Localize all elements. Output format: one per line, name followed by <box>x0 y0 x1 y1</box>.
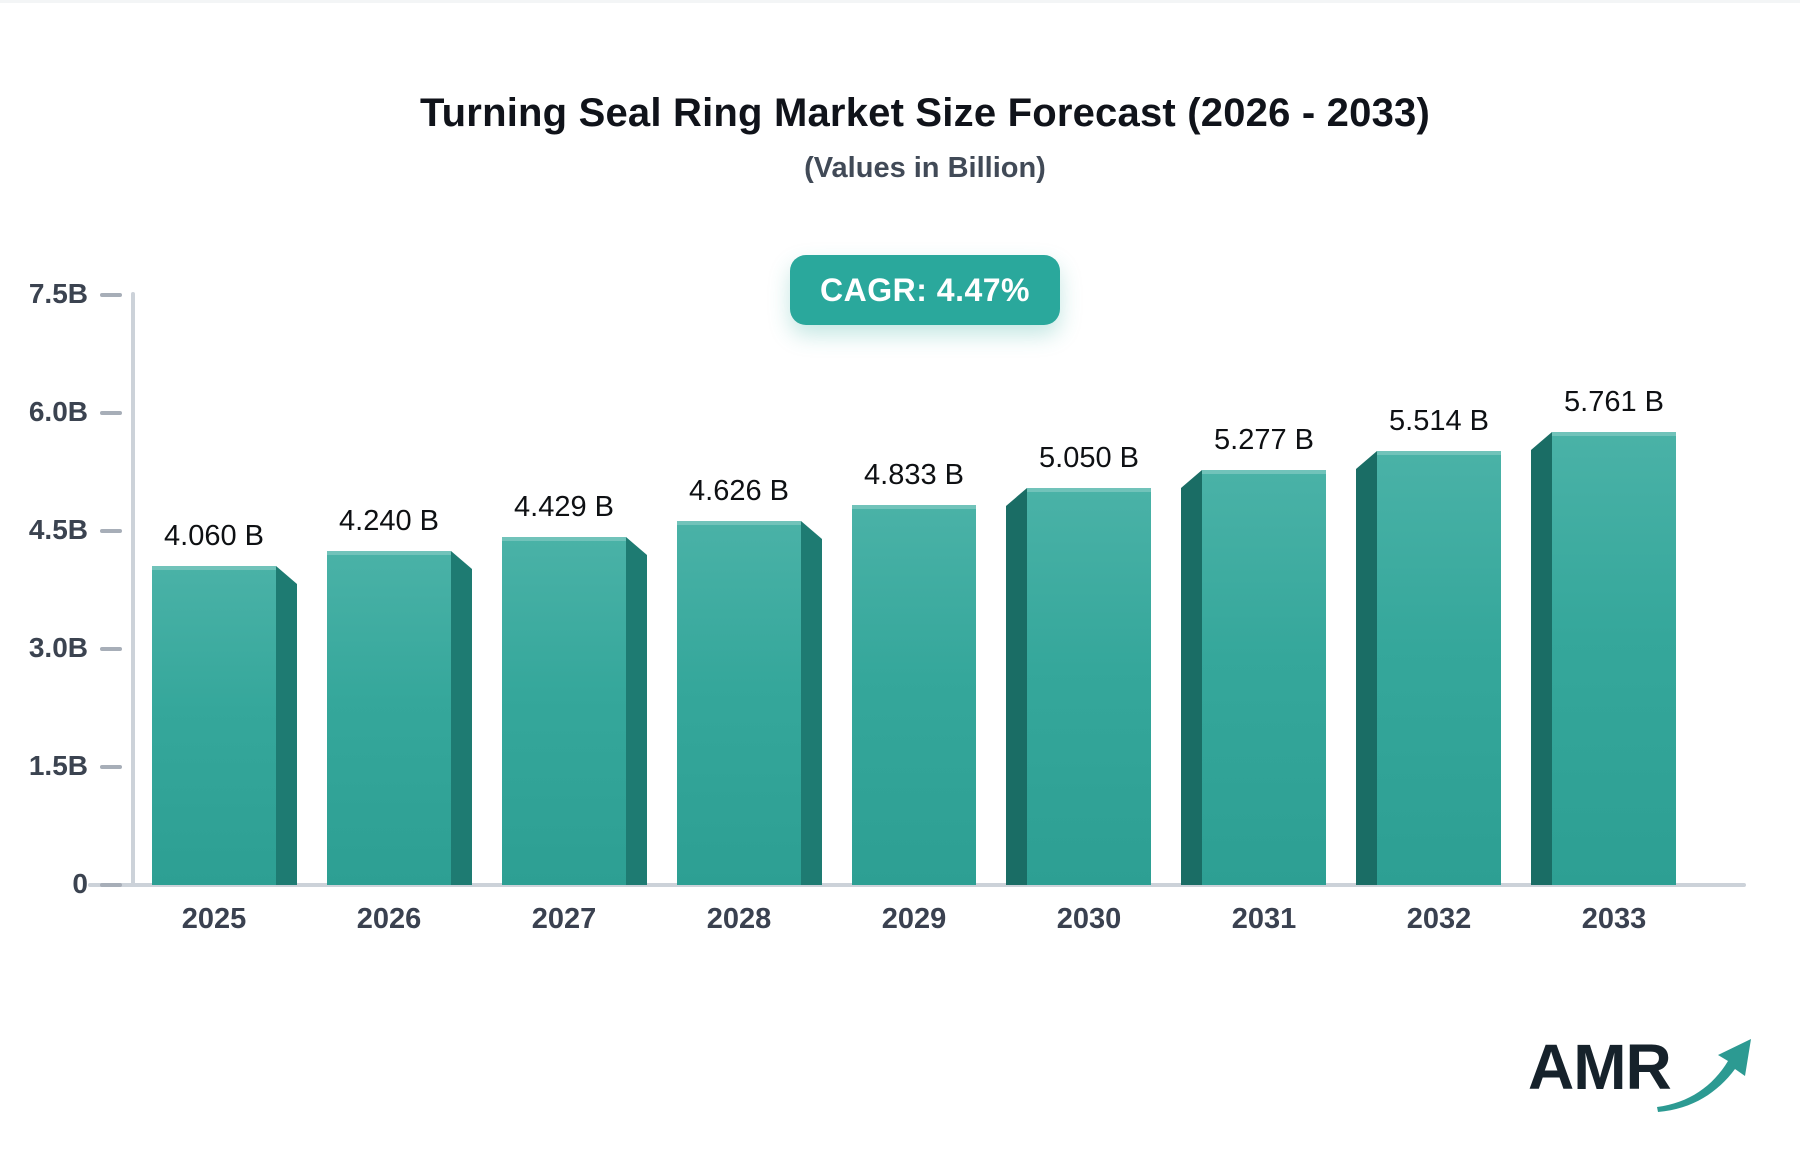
bar-2027[interactable] <box>502 537 626 885</box>
x-tick-2026: 2026 <box>356 903 422 935</box>
amr-logo: AMR <box>1528 1035 1755 1113</box>
y-tick-mark-7.5B <box>100 293 122 297</box>
bar-2028-side <box>801 521 822 885</box>
chart-title: Turning Seal Ring Market Size Forecast (… <box>420 91 1430 135</box>
bar-2025-value-label: 4.060 B <box>164 520 264 552</box>
bar-2026-value-label: 4.240 B <box>339 505 439 537</box>
y-tick-label-3.0B: 3.0B <box>28 632 88 663</box>
bar-2031-side <box>1181 470 1202 885</box>
bar-2029-value-label: 4.833 B <box>864 459 964 491</box>
y-tick-mark-3.0B <box>100 647 122 651</box>
y-tick-label-7.5B: 7.5B <box>28 278 88 309</box>
bar-2032-side <box>1356 451 1377 885</box>
x-tick-2028: 2028 <box>706 903 772 935</box>
x-tick-2027: 2027 <box>531 903 597 935</box>
x-tick-2025: 2025 <box>181 903 247 935</box>
bar-2027-side <box>626 537 647 885</box>
bar-2028-value-label: 4.626 B <box>689 475 789 507</box>
chart-header: Turning Seal Ring Market Size Forecast (… <box>90 90 1760 185</box>
bar-2032[interactable] <box>1377 451 1501 885</box>
bar-2026-side <box>451 551 472 885</box>
y-tick-mark-0 <box>100 883 122 887</box>
y-tick-label-0: 0 <box>72 868 88 899</box>
bar-2030[interactable] <box>1027 488 1151 885</box>
bar-2033[interactable] <box>1552 432 1676 885</box>
bar-2027-value-label: 4.429 B <box>514 491 614 523</box>
bar-2033-side <box>1531 432 1552 885</box>
chart-subtitle: (Values in Billion) <box>804 152 1046 184</box>
cagr-badge: CAGR: 4.47% <box>790 255 1060 325</box>
bar-2025[interactable] <box>152 566 276 885</box>
x-tick-2032: 2032 <box>1406 903 1472 935</box>
bar-2031[interactable] <box>1202 470 1326 885</box>
bar-2030-value-label: 5.050 B <box>1039 442 1139 474</box>
bar-2028[interactable] <box>677 521 801 885</box>
bar-2030-side <box>1006 488 1027 885</box>
bar-2025-side <box>276 566 297 885</box>
bar-2032-value-label: 5.514 B <box>1389 405 1489 437</box>
y-axis-line <box>131 292 135 887</box>
cagr-badge-label: CAGR: 4.47% <box>820 271 1030 308</box>
x-axis-line <box>88 883 1746 887</box>
y-tick-label-4.5B: 4.5B <box>28 514 88 545</box>
y-tick-label-6.0B: 6.0B <box>28 396 88 427</box>
y-tick-mark-1.5B <box>100 765 122 769</box>
growth-arrow-icon <box>1656 1039 1751 1112</box>
bar-2033-value-label: 5.761 B <box>1564 386 1664 418</box>
bar-2026[interactable] <box>327 551 451 885</box>
y-tick-mark-6.0B <box>100 411 122 415</box>
bar-2031-value-label: 5.277 B <box>1214 424 1314 456</box>
x-tick-2031: 2031 <box>1231 903 1297 935</box>
x-tick-2033: 2033 <box>1581 903 1647 935</box>
amr-logo-text: AMR <box>1528 1031 1672 1103</box>
x-tick-2030: 2030 <box>1056 903 1122 935</box>
x-tick-2029: 2029 <box>881 903 947 935</box>
y-tick-mark-4.5B <box>100 529 122 533</box>
bar-2029[interactable] <box>852 505 976 885</box>
page-top-divider <box>0 0 1800 3</box>
y-tick-label-1.5B: 1.5B <box>28 750 88 781</box>
